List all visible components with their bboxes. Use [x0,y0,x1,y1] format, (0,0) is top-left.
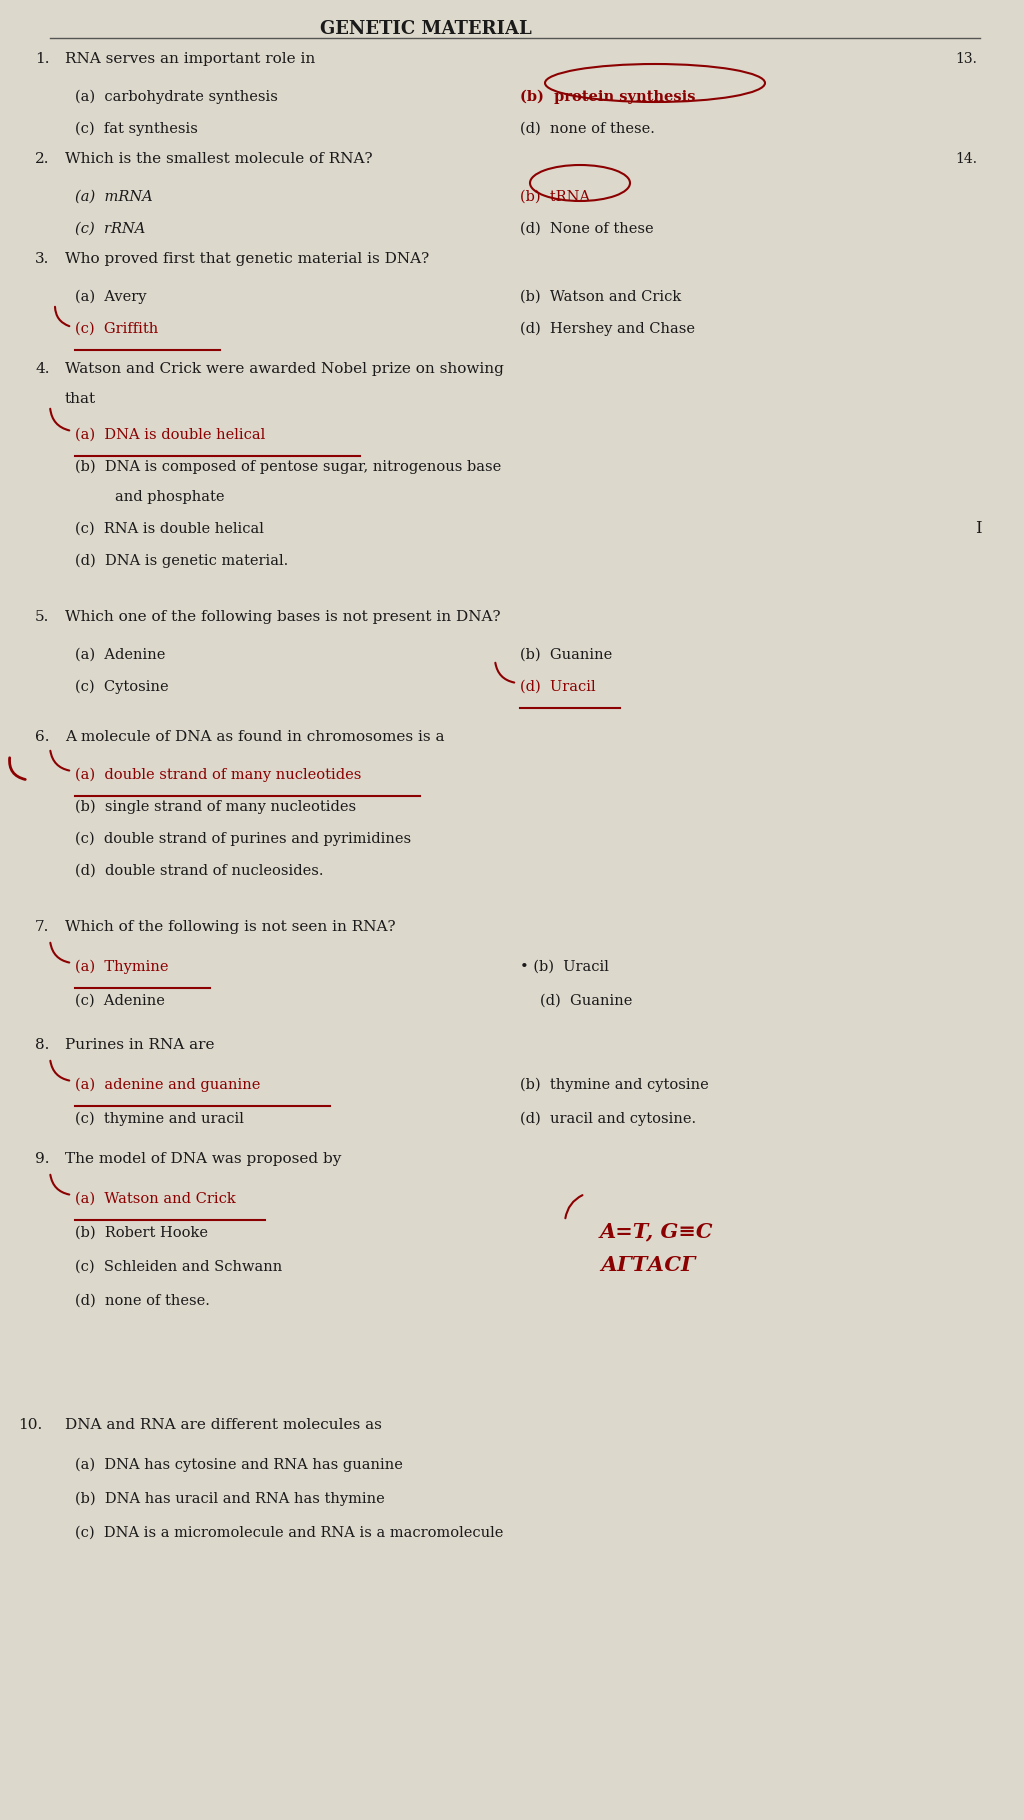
Text: (d)  none of these.: (d) none of these. [520,122,655,136]
Text: (a)  DNA is double helical: (a) DNA is double helical [75,428,265,442]
Text: (b)  Watson and Crick: (b) Watson and Crick [520,289,681,304]
Text: 8.: 8. [35,1037,49,1052]
Text: (c)  rRNA: (c) rRNA [75,222,145,237]
Text: 1.: 1. [35,53,49,66]
Text: 3.: 3. [35,251,49,266]
Text: 10.: 10. [18,1418,42,1432]
Text: A=T, G≡C: A=T, G≡C [600,1221,714,1241]
Text: (c)  fat synthesis: (c) fat synthesis [75,122,198,136]
Text: (a)  mRNA: (a) mRNA [75,189,153,204]
Text: (d)  uracil and cytosine.: (d) uracil and cytosine. [520,1112,696,1127]
Text: RNA serves an important role in: RNA serves an important role in [65,53,315,66]
Text: (b)  DNA has uracil and RNA has thymine: (b) DNA has uracil and RNA has thymine [75,1492,385,1507]
Text: (d)  None of these: (d) None of these [520,222,653,237]
Text: Which of the following is not seen in RNA?: Which of the following is not seen in RN… [65,919,395,934]
Text: (a)  DNA has cytosine and RNA has guanine: (a) DNA has cytosine and RNA has guanine [75,1458,402,1472]
Text: 13.: 13. [955,53,977,66]
Text: (d)  Hershey and Chase: (d) Hershey and Chase [520,322,695,337]
Text: (b)  tRNA: (b) tRNA [520,189,590,204]
Text: 14.: 14. [955,153,977,166]
Text: (a)  Thymine: (a) Thymine [75,959,169,974]
Text: (a)  double strand of many nucleotides: (a) double strand of many nucleotides [75,768,361,783]
Text: and phosphate: and phosphate [115,490,224,504]
Text: (a)  Watson and Crick: (a) Watson and Crick [75,1192,236,1207]
Text: (a)  carbohydrate synthesis: (a) carbohydrate synthesis [75,89,278,104]
Text: (c)  thymine and uracil: (c) thymine and uracil [75,1112,244,1127]
Text: (b)  thymine and cytosine: (b) thymine and cytosine [520,1077,709,1092]
Text: АΓТАСГ: АΓТАСГ [600,1256,695,1276]
Text: (b)  DNA is composed of pentose sugar, nitrogenous base: (b) DNA is composed of pentose sugar, ni… [75,460,502,475]
Text: that: that [65,391,96,406]
Text: (b)  Guanine: (b) Guanine [520,648,612,662]
Text: (d)  DNA is genetic material.: (d) DNA is genetic material. [75,553,288,568]
Text: • (b)  Uracil: • (b) Uracil [520,959,609,974]
Text: Who proved first that genetic material is DNA?: Who proved first that genetic material i… [65,251,429,266]
Text: (b)  protein synthesis: (b) protein synthesis [520,89,695,104]
Text: (c)  Adenine: (c) Adenine [75,994,165,1008]
Text: Which one of the following bases is not present in DNA?: Which one of the following bases is not … [65,610,501,624]
Text: (c)  DNA is a micromolecule and RNA is a macromolecule: (c) DNA is a micromolecule and RNA is a … [75,1525,504,1540]
Text: 2.: 2. [35,153,49,166]
Text: (d)  Uracil: (d) Uracil [520,681,596,693]
Text: (c)  Schleiden and Schwann: (c) Schleiden and Schwann [75,1259,283,1274]
Text: (c)  Griffith: (c) Griffith [75,322,159,337]
Text: (a)  adenine and guanine: (a) adenine and guanine [75,1077,260,1092]
Text: (b)  Robert Hooke: (b) Robert Hooke [75,1227,208,1239]
Text: GENETIC MATERIAL: GENETIC MATERIAL [319,20,531,38]
Text: 5.: 5. [35,610,49,624]
Text: 9.: 9. [35,1152,49,1167]
Text: DNA and RNA are different molecules as: DNA and RNA are different molecules as [65,1418,382,1432]
Text: (a)  Avery: (a) Avery [75,289,146,304]
Text: 6.: 6. [35,730,49,744]
Text: 4.: 4. [35,362,49,377]
Text: The model of DNA was proposed by: The model of DNA was proposed by [65,1152,341,1167]
Text: (d)  Guanine: (d) Guanine [540,994,633,1008]
Text: (c)  RNA is double helical: (c) RNA is double helical [75,522,264,537]
Text: 7.: 7. [35,919,49,934]
Text: Watson and Crick were awarded Nobel prize on showing: Watson and Crick were awarded Nobel priz… [65,362,504,377]
Text: (c)  double strand of purines and pyrimidines: (c) double strand of purines and pyrimid… [75,832,411,846]
Text: (a)  Adenine: (a) Adenine [75,648,165,662]
Text: (d)  double strand of nucleosides.: (d) double strand of nucleosides. [75,864,324,877]
Text: (c)  Cytosine: (c) Cytosine [75,681,169,695]
Text: Purines in RNA are: Purines in RNA are [65,1037,214,1052]
Text: (d)  none of these.: (d) none of these. [75,1294,210,1309]
Text: (b)  single strand of many nucleotides: (b) single strand of many nucleotides [75,801,356,814]
Text: Which is the smallest molecule of RNA?: Which is the smallest molecule of RNA? [65,153,373,166]
Text: I: I [975,521,982,537]
Text: A molecule of DNA as found in chromosomes is a: A molecule of DNA as found in chromosome… [65,730,444,744]
